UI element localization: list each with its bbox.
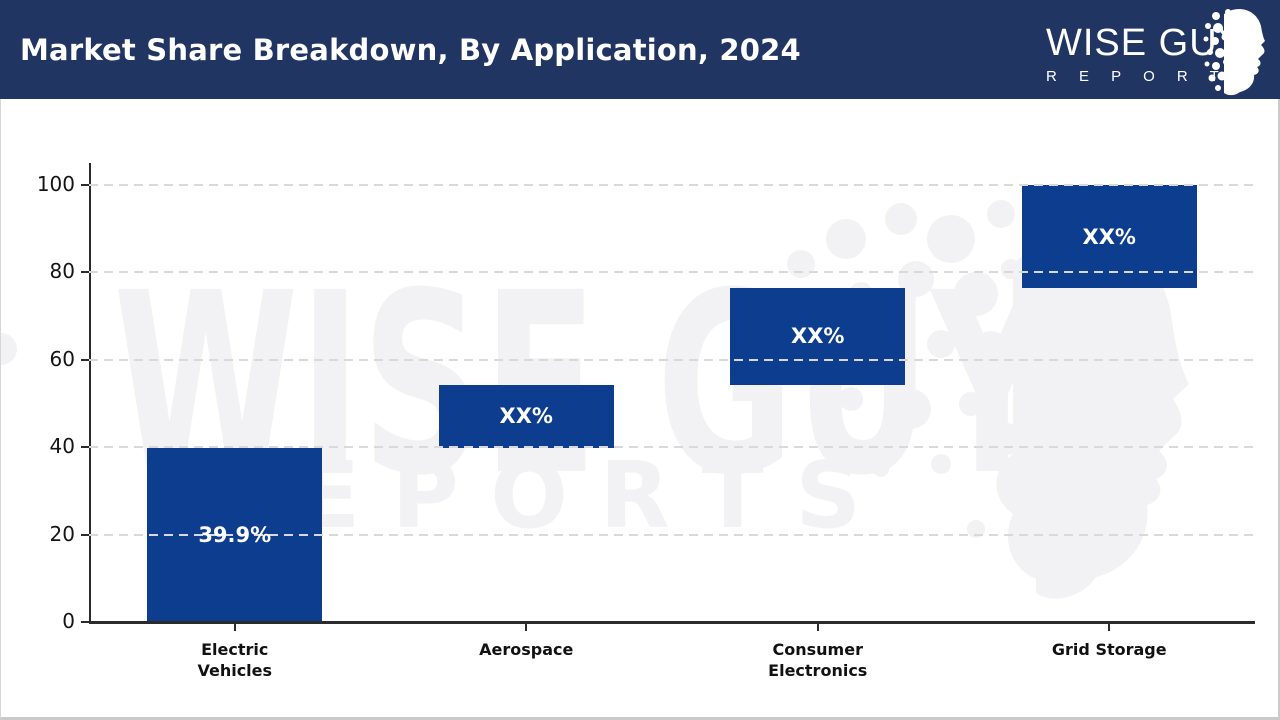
y-tick-label: 80 [49, 259, 75, 284]
chart-area: WISE GUY R E P O R T S [0, 99, 1280, 720]
y-gridline [89, 533, 1255, 536]
x-tick-mark [1108, 624, 1111, 631]
y-tick-mark [81, 446, 89, 449]
y-tick-mark [81, 271, 89, 274]
face-profile-icon [1203, 8, 1265, 96]
logo-reports-text: R E P O R T S [1046, 68, 1260, 85]
y-tick-label: 100 [36, 172, 75, 196]
logo-wiseguy-text: WISE GUY [1046, 22, 1245, 64]
y-gridline [89, 184, 1255, 186]
logo-wordmark: WISE GUY R E P O R T S [1046, 22, 1260, 85]
x-tick-mark [816, 624, 819, 631]
x-category-label: Aerospace [479, 640, 574, 659]
bar-value-label: XX% [791, 324, 845, 349]
y-tick-mark [81, 358, 89, 361]
y-gridline [89, 358, 1255, 361]
y-tick-mark [81, 184, 89, 186]
y-tick-label: 40 [49, 434, 75, 459]
bar-value-label: XX% [499, 404, 553, 429]
x-category-label: Grid Storage [1051, 640, 1167, 659]
x-category-label: Consumer Electronics [768, 640, 868, 680]
x-axis-spine [89, 621, 1255, 624]
y-axis-spine [89, 163, 91, 623]
bar-value-label: 39.9% [198, 522, 272, 547]
y-tick-label: 20 [49, 521, 75, 546]
y-tick-mark [81, 533, 89, 536]
x-tick-mark [233, 624, 236, 631]
y-gridline [89, 271, 1255, 274]
bar-aerospace [438, 384, 614, 448]
y-tick-label: 0 [62, 609, 75, 633]
bar-value-label: XX% [1082, 224, 1136, 249]
x-tick-mark [525, 624, 528, 631]
wise-guy-logo: WISE GUY R E P O R T S [1016, 6, 1266, 96]
y-gridline [89, 446, 1255, 449]
y-tick-label: 60 [49, 346, 75, 371]
header-bar: Market Share Breakdown, By Application, … [0, 0, 1280, 99]
page-title: Market Share Breakdown, By Application, … [20, 32, 801, 67]
x-category-label: Electric Vehicles [197, 640, 273, 680]
y-tick-mark [81, 621, 89, 623]
